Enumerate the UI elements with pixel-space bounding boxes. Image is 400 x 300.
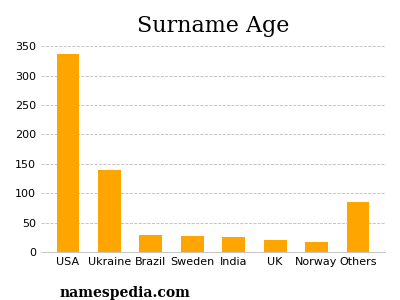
Text: namespedia.com: namespedia.com	[60, 286, 191, 300]
Bar	[57, 55, 80, 252]
Bar	[346, 202, 369, 252]
Bar	[181, 236, 204, 252]
Bar	[305, 242, 328, 252]
Title: Surname Age: Surname Age	[137, 15, 289, 37]
Bar	[98, 170, 121, 252]
Bar	[264, 240, 286, 252]
Bar	[140, 235, 162, 252]
Bar	[222, 237, 245, 252]
